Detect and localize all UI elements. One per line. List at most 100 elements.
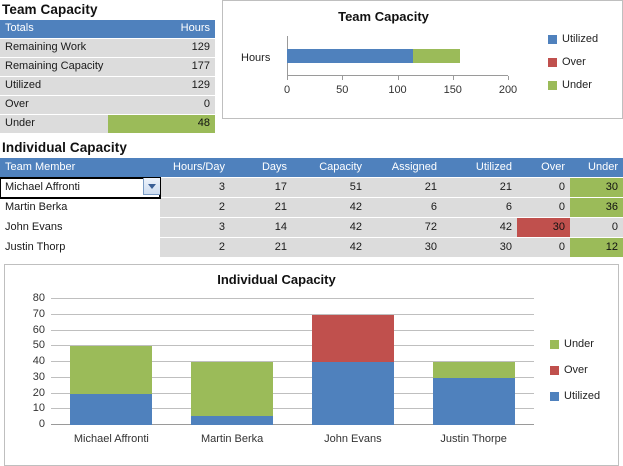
table-row[interactable]: Justin Thorp 2 21 42 30 30 0 12 [0, 237, 623, 258]
bar-segment-utilized[interactable] [70, 393, 153, 425]
cell-utilized[interactable]: 6 [442, 197, 517, 218]
cell-assigned[interactable]: 30 [367, 237, 442, 258]
x-tick-label: 100 [388, 84, 407, 96]
gridline: 0 [39, 418, 534, 430]
cell-utilized[interactable]: 30 [442, 237, 517, 258]
legend-item[interactable]: Under [548, 79, 622, 91]
cell-over[interactable]: 0 [517, 177, 570, 198]
legend-label: Utilized [562, 33, 599, 45]
team-capacity-heading: Team Capacity [2, 2, 98, 17]
bar-segment-under[interactable] [70, 346, 153, 394]
totals-row-label: Over [0, 95, 108, 115]
team-member-name-cell-selected[interactable]: Michael Affronti [0, 176, 161, 199]
team-member-name-cell[interactable]: Justin Thorp [0, 237, 160, 258]
gridline: 10 [33, 402, 534, 414]
y-tick-label: 0 [38, 418, 45, 430]
bar-segment-utilized[interactable] [287, 49, 414, 63]
x-tick [287, 76, 288, 80]
team-capacity-category-label: Hours [241, 52, 271, 64]
cell-assigned[interactable]: 72 [367, 217, 442, 238]
cell-days[interactable]: 21 [230, 197, 292, 218]
gridline: 80 [33, 292, 534, 304]
table-row[interactable]: Utilized 129 [0, 76, 215, 96]
legend-item[interactable]: Over [548, 56, 622, 68]
team-capacity-chart[interactable]: Team Capacity Hours 0 50 100 150 200 [222, 0, 623, 119]
bar-segment-under[interactable] [432, 362, 515, 378]
bar-segment-utilized[interactable] [432, 377, 515, 425]
team-member-name-cell[interactable]: John Evans [0, 217, 160, 238]
x-tick-label: 150 [443, 84, 462, 96]
totals-row-label: Remaining Work [0, 38, 108, 58]
cell-assigned[interactable]: 21 [367, 177, 442, 198]
table-row[interactable]: Remaining Capacity 177 [0, 57, 215, 77]
y-tick-label: 30 [32, 370, 45, 383]
bar-slot: Michael Affronti [51, 299, 172, 445]
cell-under[interactable]: 12 [570, 237, 623, 258]
totals-row-value: 177 [107, 57, 215, 77]
totals-header-label: Totals [0, 20, 108, 39]
cell-under[interactable]: 30 [570, 177, 623, 198]
team-capacity-plot-area: Hours 0 50 100 150 200 [223, 24, 544, 100]
col-header-utilized: Utilized [442, 158, 517, 178]
col-header-team-member: Team Member [0, 158, 160, 178]
cell-hours-day[interactable]: 2 [160, 237, 230, 258]
totals-table-container: Team Capacity Totals Hours Remaining Wor… [0, 0, 215, 134]
x-tick-label: 50 [336, 84, 349, 96]
legend-swatch-icon [548, 80, 557, 90]
cell-capacity[interactable]: 51 [292, 177, 367, 198]
cell-hours-day[interactable]: 2 [160, 197, 230, 218]
cell-assigned[interactable]: 6 [367, 197, 442, 218]
stacked-bar[interactable] [432, 299, 515, 425]
individual-capacity-chart[interactable]: Individual Capacity Michael Affronti Mart… [4, 264, 619, 466]
legend-item[interactable]: Over [550, 364, 618, 376]
individual-capacity-header-row: Team Member Hours/Day Days Capacity Assi… [0, 158, 623, 178]
cell-over[interactable]: 0 [517, 197, 570, 218]
totals-header-hours: Hours [107, 20, 215, 39]
cell-days[interactable]: 17 [230, 177, 292, 198]
cell-utilized[interactable]: 21 [442, 177, 517, 198]
totals-row-value: 129 [107, 76, 215, 96]
cell-under[interactable]: 36 [570, 197, 623, 218]
cell-under[interactable]: 0 [570, 217, 623, 238]
team-member-name-cell[interactable]: Martin Berka [0, 197, 160, 218]
legend-item[interactable]: Under [550, 338, 618, 350]
legend-label: Under [564, 338, 594, 350]
cell-days[interactable]: 21 [230, 237, 292, 258]
cell-capacity[interactable]: 42 [292, 217, 367, 238]
table-row[interactable]: John Evans 3 14 42 72 42 30 0 [0, 217, 623, 238]
table-row[interactable]: Under 48 [0, 114, 215, 134]
table-row[interactable]: Michael Affronti 3 17 51 21 21 0 30 [0, 176, 623, 199]
cell-days[interactable]: 14 [230, 217, 292, 238]
legend-item[interactable]: Utilized [548, 33, 622, 45]
stacked-bar[interactable] [311, 299, 394, 425]
cell-hours-day[interactable]: 3 [160, 177, 230, 198]
table-row[interactable]: Over 0 [0, 95, 215, 115]
individual-capacity-chart-body: Michael Affronti Martin Berka John Evans Ju… [5, 287, 618, 459]
col-header-capacity: Capacity [292, 158, 367, 178]
individual-capacity-legend: Under Over Utilized [548, 281, 618, 459]
cell-utilized[interactable]: 42 [442, 217, 517, 238]
bar-segment-utilized[interactable] [191, 415, 274, 425]
bar-segment-utilized[interactable] [311, 362, 394, 425]
legend-item[interactable]: Utilized [550, 390, 618, 402]
x-tick [452, 76, 454, 80]
bar-segment-over[interactable] [311, 314, 394, 362]
cell-over[interactable]: 0 [517, 237, 570, 258]
team-member-dropdown-button[interactable] [143, 177, 160, 195]
bar-segment-under[interactable] [413, 49, 461, 63]
bar-segment-under[interactable] [191, 362, 274, 416]
cell-hours-day[interactable]: 3 [160, 217, 230, 238]
table-row[interactable]: Martin Berka 2 21 42 6 6 0 36 [0, 197, 623, 218]
gridline: 60 [33, 324, 534, 336]
individual-capacity-plot-wrap: Michael Affronti Martin Berka John Evans Ju… [5, 287, 548, 459]
cell-capacity[interactable]: 42 [292, 237, 367, 258]
stacked-bar[interactable] [70, 299, 153, 425]
cell-over[interactable]: 30 [517, 217, 570, 238]
cell-capacity[interactable]: 42 [292, 197, 367, 218]
legend-label: Under [562, 79, 592, 91]
individual-capacity-table-body: Michael Affronti 3 17 51 21 21 0 30 Martin Berka… [0, 176, 623, 258]
stacked-bar[interactable] [191, 299, 274, 425]
table-row[interactable]: Remaining Work 129 [0, 38, 215, 58]
col-header-days: Days [230, 158, 292, 178]
stacked-bar-hours[interactable] [287, 49, 483, 63]
